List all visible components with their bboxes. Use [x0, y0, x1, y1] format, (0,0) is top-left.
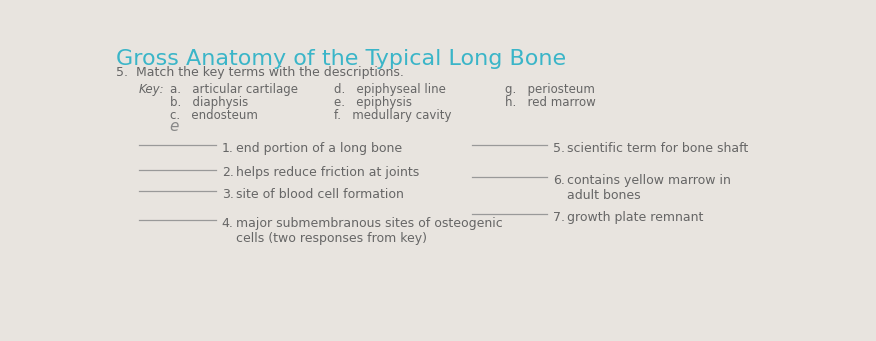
Text: contains yellow marrow in
adult bones: contains yellow marrow in adult bones	[567, 174, 731, 202]
Text: h.   red marrow: h. red marrow	[505, 97, 596, 109]
Text: 5.  Match the key terms with the descriptions.: 5. Match the key terms with the descript…	[116, 66, 404, 79]
Text: Key:: Key:	[139, 83, 165, 96]
Text: e.   epiphysis: e. epiphysis	[335, 97, 413, 109]
Text: site of blood cell formation: site of blood cell formation	[236, 188, 404, 201]
Text: helps reduce friction at joints: helps reduce friction at joints	[236, 166, 419, 179]
Text: scientific term for bone shaft: scientific term for bone shaft	[567, 142, 748, 155]
Text: g.   periosteum: g. periosteum	[505, 83, 595, 96]
Text: c.   endosteum: c. endosteum	[170, 109, 258, 122]
Text: 7.: 7.	[553, 211, 565, 224]
Text: 6.: 6.	[553, 174, 565, 187]
Text: e: e	[169, 119, 179, 134]
Text: a.   articular cartilage: a. articular cartilage	[170, 83, 298, 96]
Text: Gross Anatomy of the Typical Long Bone: Gross Anatomy of the Typical Long Bone	[116, 49, 566, 69]
Text: end portion of a long bone: end portion of a long bone	[236, 142, 402, 155]
Text: 3.: 3.	[222, 188, 234, 201]
Text: 2.: 2.	[222, 166, 234, 179]
Text: major submembranous sites of osteogenic
cells (two responses from key): major submembranous sites of osteogenic …	[236, 217, 503, 245]
Text: b.   diaphysis: b. diaphysis	[170, 97, 248, 109]
Text: d.   epiphyseal line: d. epiphyseal line	[335, 83, 446, 96]
Text: 4.: 4.	[222, 217, 234, 230]
Text: f.   medullary cavity: f. medullary cavity	[335, 109, 452, 122]
Text: 1.: 1.	[222, 142, 234, 155]
Text: 5.: 5.	[553, 142, 565, 155]
Text: growth plate remnant: growth plate remnant	[567, 211, 703, 224]
